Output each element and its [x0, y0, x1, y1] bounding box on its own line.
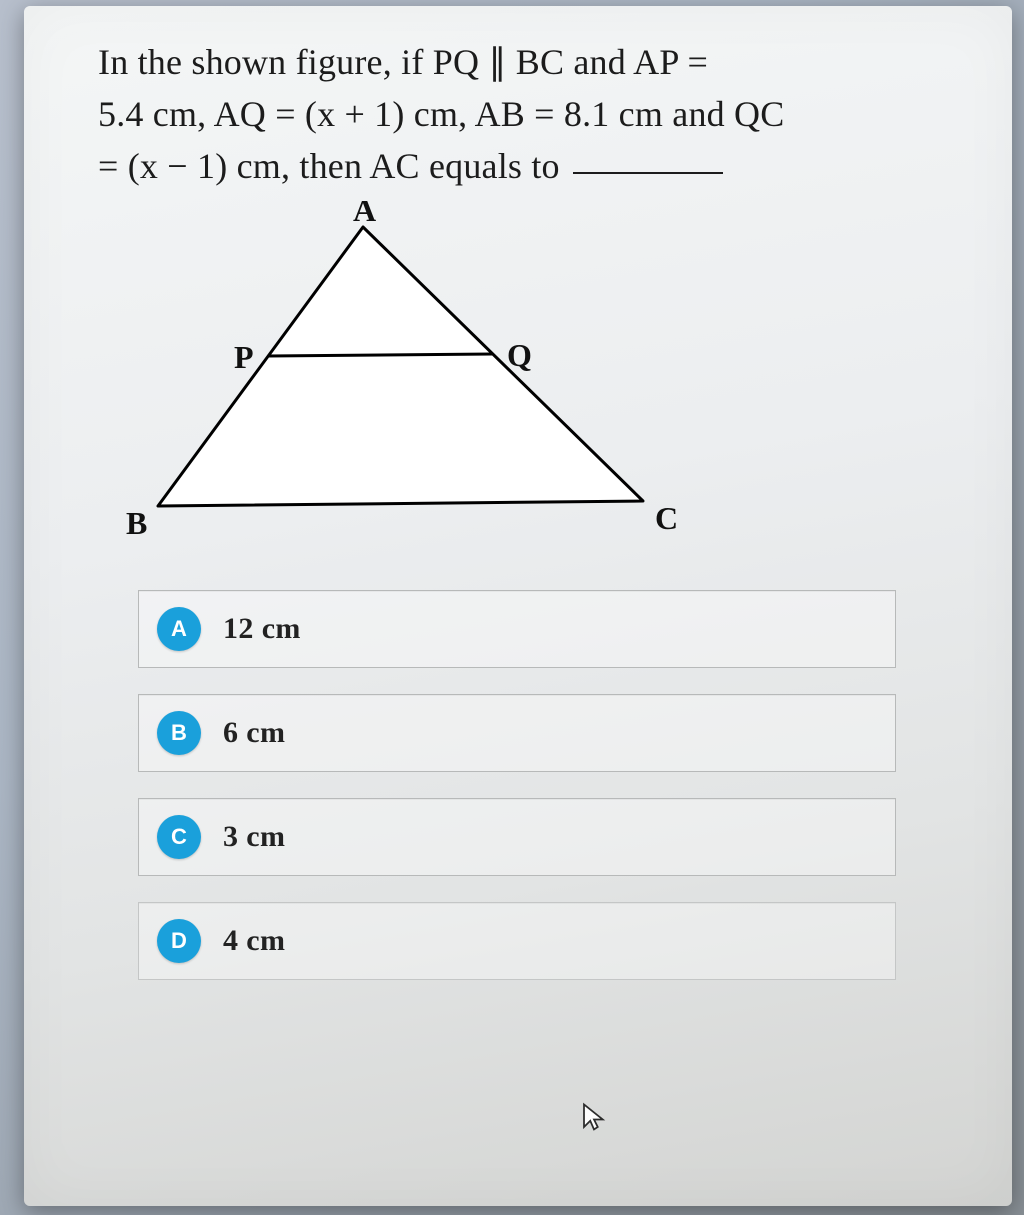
answer-blank — [573, 172, 723, 174]
option-badge: D — [157, 919, 201, 963]
question-line-2: 5.4 cm, AQ = (x + 1) cm, AB = 8.1 cm and… — [98, 94, 784, 134]
svg-text:P: P — [234, 339, 254, 375]
triangle-diagram: A B C P Q — [98, 201, 966, 566]
question-line-1: In the shown figure, if PQ ∥ BC and AP = — [98, 42, 708, 82]
triangle-svg: A B C P Q — [98, 201, 718, 561]
option-text: 3 cm — [223, 820, 285, 854]
question-card: In the shown figure, if PQ ∥ BC and AP =… — [24, 6, 1012, 1206]
svg-text:C: C — [655, 500, 678, 536]
option-badge: A — [157, 607, 201, 651]
cursor-icon — [579, 1101, 609, 1133]
svg-text:Q: Q — [507, 337, 532, 373]
option-text: 12 cm — [223, 612, 301, 646]
option-a[interactable]: A 12 cm — [138, 590, 896, 668]
option-c[interactable]: C 3 cm — [138, 798, 896, 876]
svg-text:B: B — [126, 505, 147, 541]
option-badge: B — [157, 711, 201, 755]
question-text: In the shown figure, if PQ ∥ BC and AP =… — [98, 36, 966, 193]
option-text: 4 cm — [223, 924, 285, 958]
option-text: 6 cm — [223, 716, 285, 750]
option-badge: C — [157, 815, 201, 859]
options-list: A 12 cm B 6 cm C 3 cm D 4 cm — [98, 590, 966, 980]
option-b[interactable]: B 6 cm — [138, 694, 896, 772]
question-line-3: = (x − 1) cm, then AC equals to — [98, 146, 560, 186]
option-d[interactable]: D 4 cm — [138, 902, 896, 980]
svg-text:A: A — [353, 201, 376, 228]
